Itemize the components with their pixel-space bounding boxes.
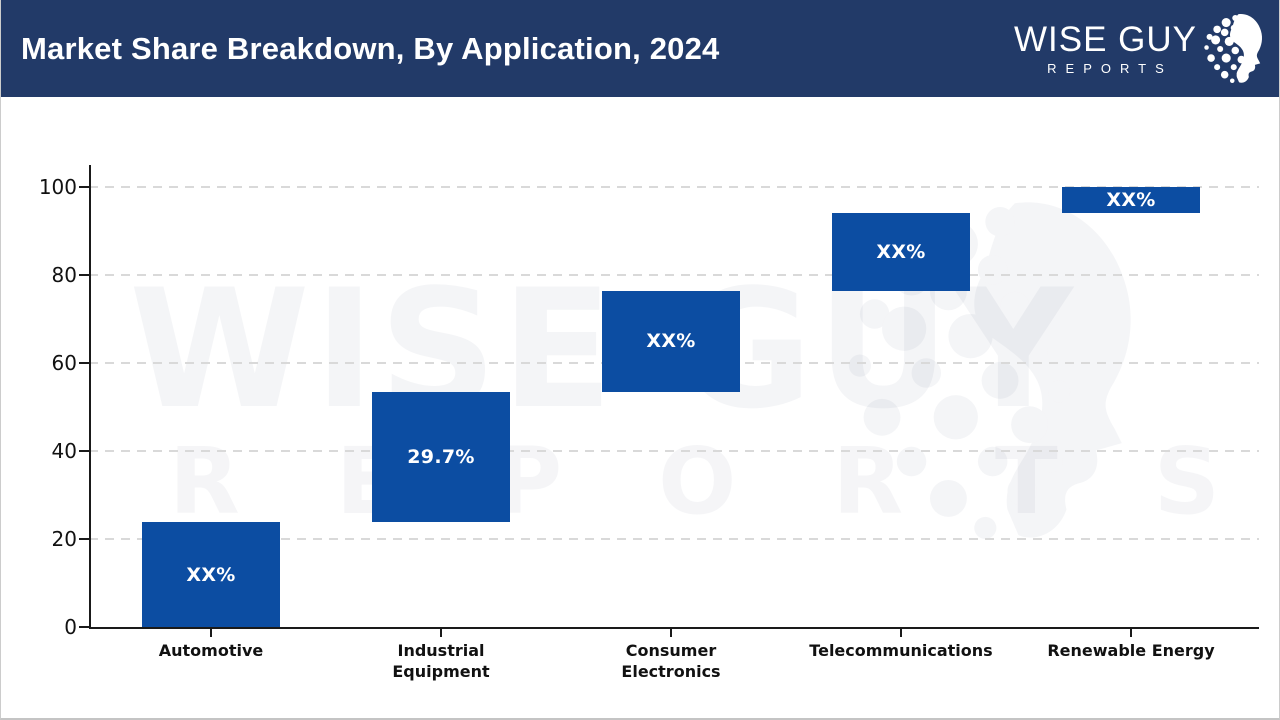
category-label-3: Telecommunications (809, 641, 993, 660)
y-axis-line (89, 165, 91, 629)
ytick-label-0: 0 (64, 615, 77, 639)
bar-value-label-0: XX% (186, 563, 236, 586)
category-label-1: Industrial Equipment (392, 641, 490, 681)
logo-head-icon (1204, 13, 1263, 83)
xtick-mark-1 (440, 629, 442, 637)
bar-telecommunications: XX% (832, 213, 970, 292)
watermark-text-wiseguy: WISE GUY (129, 268, 1077, 432)
ytick-label-100: 100 (38, 175, 77, 199)
ytick-mark-100 (79, 186, 89, 188)
ytick-mark-0 (79, 626, 89, 628)
bar-automotive: XX% (142, 522, 280, 627)
gridline-y40 (89, 450, 1259, 452)
category-label-2: Consumer Electronics (621, 641, 721, 681)
header-bar: Market Share Breakdown, By Application, … (1, 0, 1279, 97)
bar-value-label-3: XX% (876, 241, 926, 264)
ytick-mark-40 (79, 450, 89, 452)
x-axis-line (89, 627, 1259, 629)
logo-name: WISE GUY (1013, 20, 1197, 59)
xtick-mark-2 (670, 629, 672, 637)
ytick-mark-80 (79, 274, 89, 276)
gridline-y20 (89, 538, 1259, 540)
xtick-mark-0 (210, 629, 212, 637)
category-label-0: Automotive (158, 641, 264, 660)
ytick-mark-60 (79, 362, 89, 364)
logo-tagline: REPORTS (1047, 61, 1173, 76)
gridline-y80 (89, 274, 1259, 276)
ytick-label-40: 40 (51, 439, 77, 463)
ytick-mark-20 (79, 538, 89, 540)
xtick-mark-3 (900, 629, 902, 637)
ytick-label-60: 60 (51, 351, 77, 375)
bar-value-label-2: XX% (646, 330, 696, 353)
bar-value-label-1: 29.7% (407, 445, 475, 468)
ytick-label-20: 20 (51, 527, 77, 551)
xtick-mark-4 (1130, 629, 1132, 637)
bar-renewable-energy: XX% (1062, 187, 1200, 214)
logo-text: WISE GUY REPORTS (1014, 22, 1197, 75)
ytick-label-80: 80 (51, 263, 77, 287)
wise-guy-reports-logo: WISE GUY REPORTS (1014, 11, 1279, 87)
gridline-y100 (89, 186, 1259, 188)
bar-industrial-equipment: 29.7% (372, 391, 510, 523)
bar-value-label-4: XX% (1106, 189, 1156, 212)
category-label-4: Renewable Energy (1047, 641, 1215, 660)
page-title: Market Share Breakdown, By Application, … (21, 30, 720, 66)
bar-consumer-electronics: XX% (602, 291, 740, 392)
